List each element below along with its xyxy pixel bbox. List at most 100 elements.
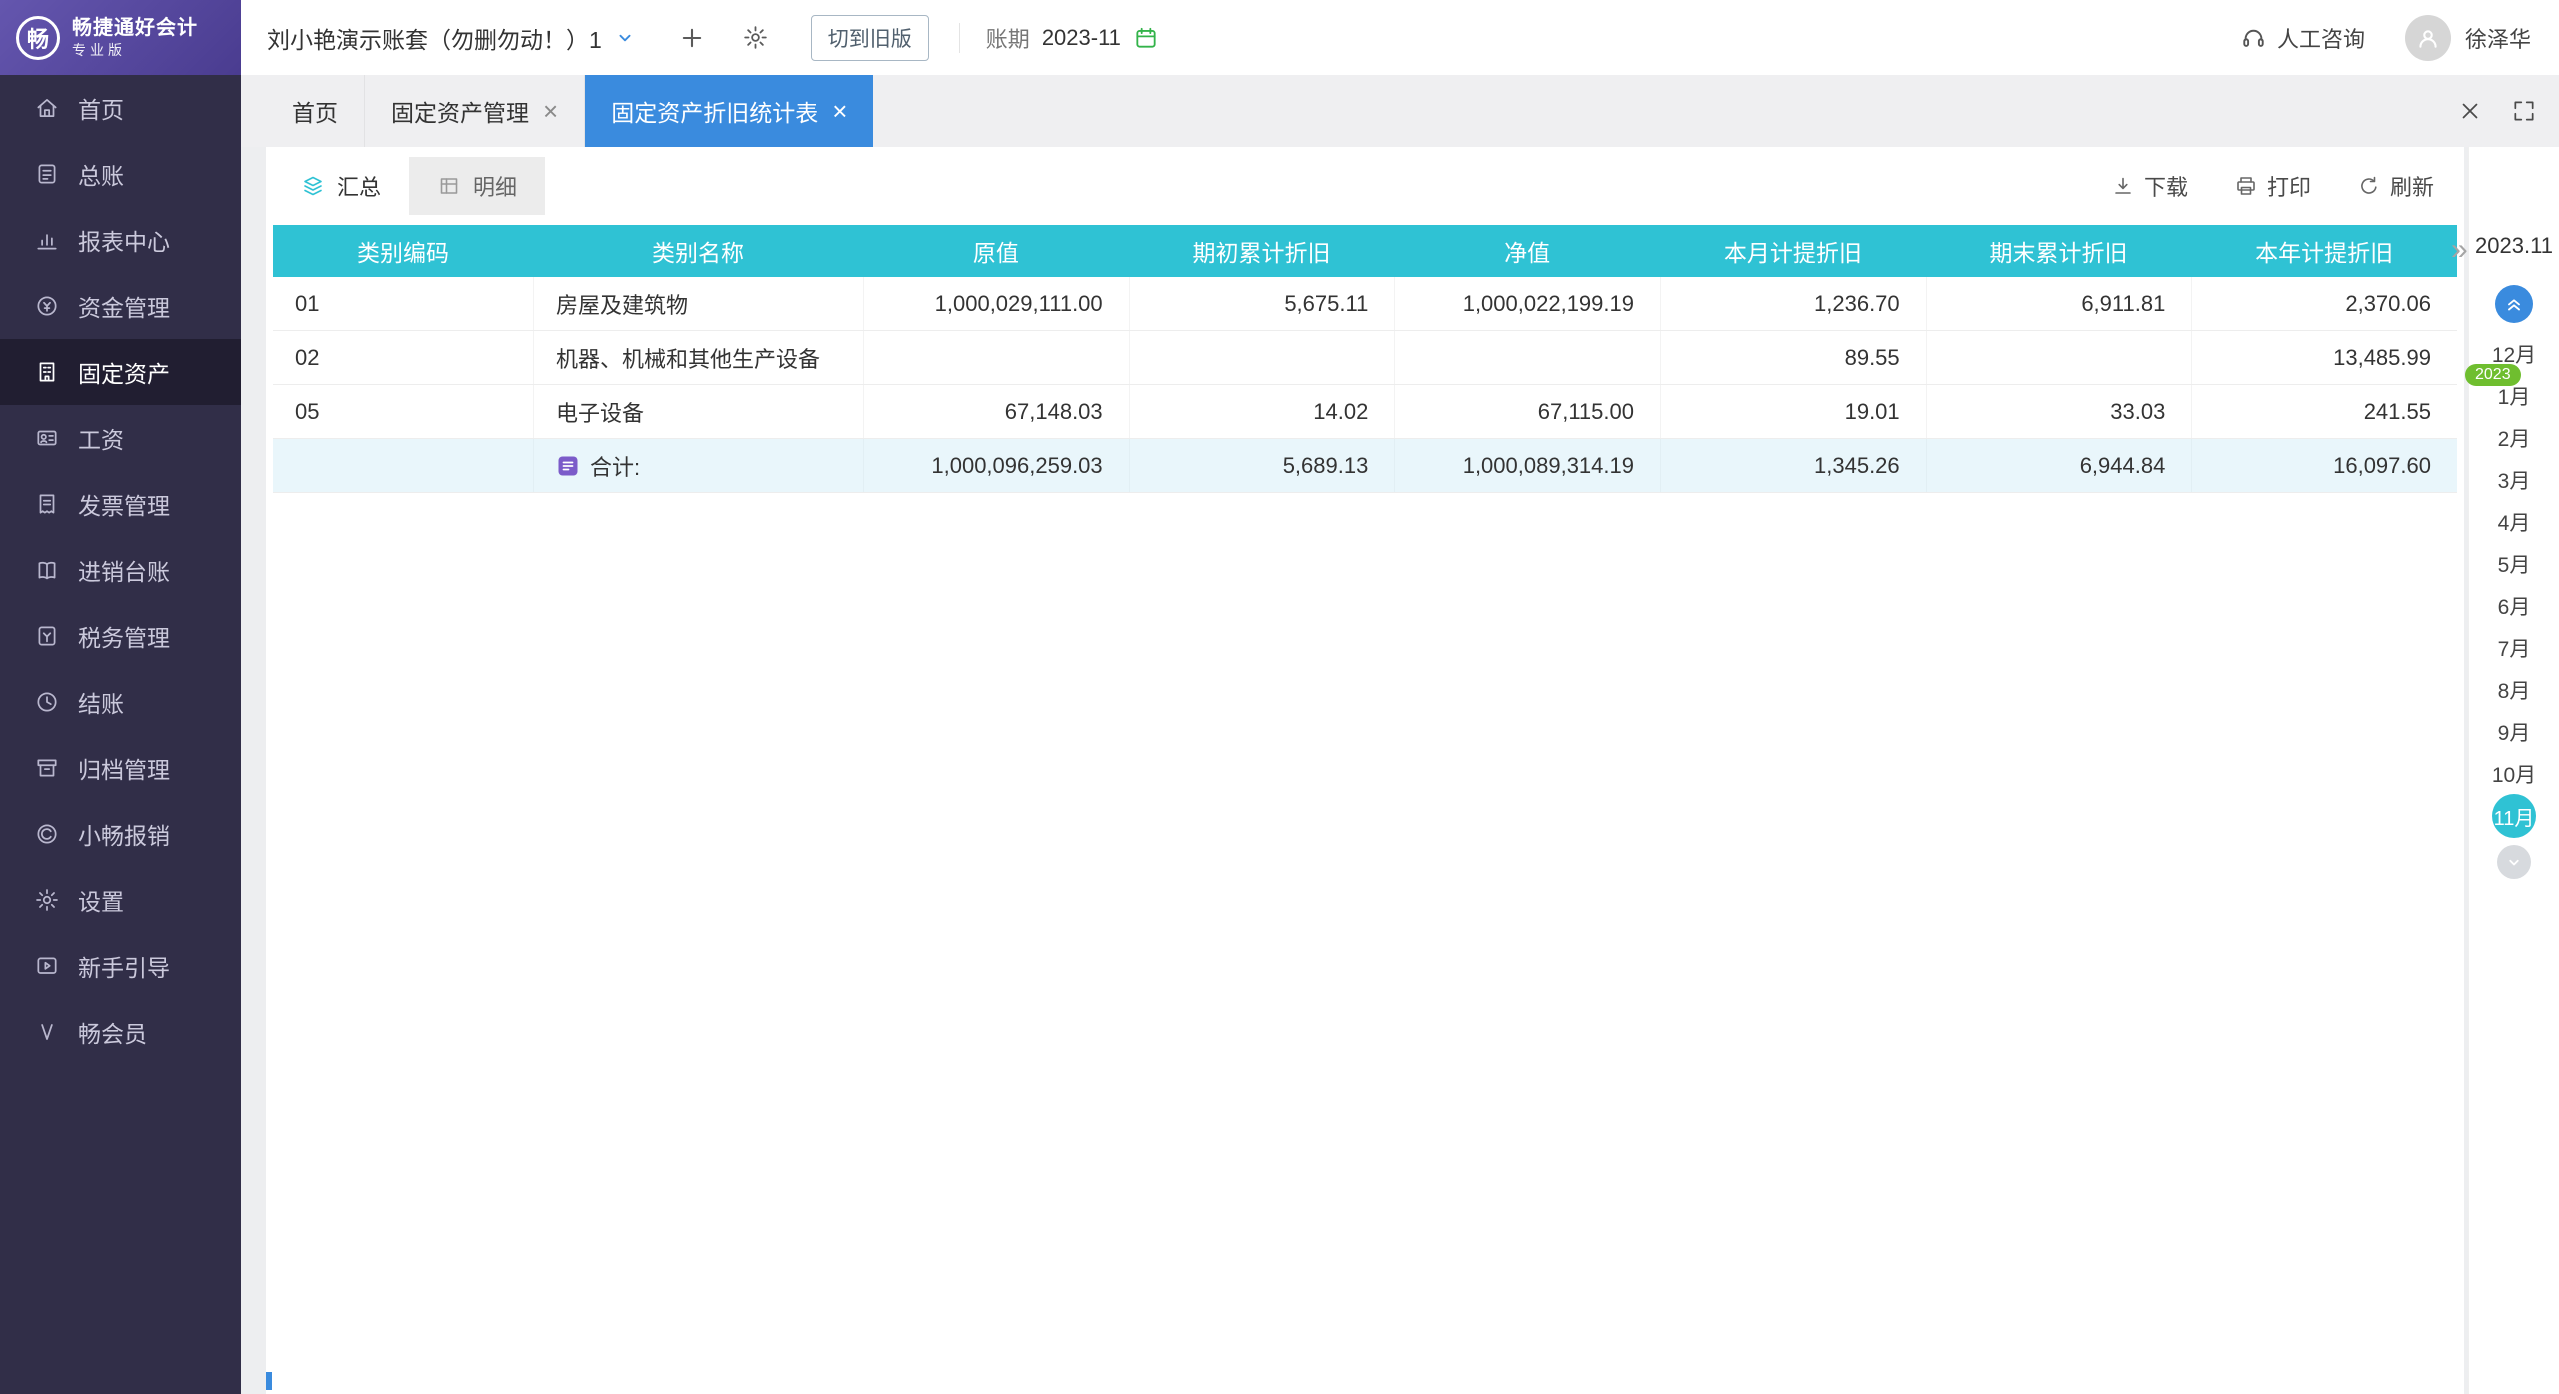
- month-item-10月[interactable]: 10月: [2491, 764, 2537, 787]
- table-cell: 6,944.84: [1925, 439, 2192, 492]
- action-label: 下载: [2143, 175, 2188, 200]
- month-item-2月[interactable]: 2月: [2497, 428, 2531, 451]
- fullscreen-icon[interactable]: [2511, 98, 2537, 124]
- sidebar-item-label: 报表中心: [78, 229, 170, 255]
- action-刷新[interactable]: 刷新: [2357, 170, 2434, 202]
- sidebar-item-固定资产[interactable]: 固定资产: [0, 339, 241, 405]
- chevron-down-icon: [614, 27, 636, 49]
- sidebar-item-label: 归档管理: [78, 757, 170, 783]
- depreciation-table: 类别编码 类别名称 原值 期初累计折旧 净值 本月计提折旧 期末累计折旧 本年计提折旧 01 房…: [273, 225, 2457, 493]
- view-tab-label: 明细: [473, 175, 518, 200]
- fixed-assets-icon: [34, 359, 60, 385]
- sidebar-item-总账[interactable]: 总账: [0, 141, 241, 207]
- table-cell: 89.55: [1659, 331, 1926, 384]
- scrollbar-thumb[interactable]: [266, 1372, 272, 1390]
- scroll-down-icon[interactable]: [2497, 845, 2531, 879]
- sidebar-item-畅会员[interactable]: 畅会员: [0, 999, 241, 1065]
- refresh-icon: [2357, 174, 2381, 198]
- table-cell: 1,000,022,199.19: [1394, 277, 1660, 330]
- month-item-12月[interactable]: 12月: [2491, 344, 2537, 367]
- table-row[interactable]: 01 房屋及建筑物 1,000,029,111.00 5,675.11 1,000,02…: [273, 277, 2457, 331]
- month-item-11月[interactable]: 11月: [2469, 794, 2559, 838]
- action-label: 打印: [2266, 175, 2311, 200]
- sidebar-item-发票管理[interactable]: 发票管理: [0, 471, 241, 537]
- purchase-sale-icon: [34, 557, 60, 583]
- table-row[interactable]: 05 电子设备 67,148.03 14.02 67,115.00 19.01 33.03 2…: [273, 385, 2457, 439]
- avatar[interactable]: [2404, 14, 2451, 61]
- headset-icon: [2240, 24, 2267, 51]
- column-header: 期初累计折旧: [1192, 240, 1331, 266]
- sidebar-item-设置[interactable]: 设置: [0, 867, 241, 933]
- column-header: 期末累计折旧: [1989, 240, 2128, 266]
- app-logo: 畅 畅捷通好会计 专业版: [0, 0, 241, 75]
- month-item-6月[interactable]: 6月: [2497, 596, 2531, 619]
- sidebar-item-小畅报销[interactable]: 小畅报销: [0, 801, 241, 867]
- sidebar-item-首页[interactable]: 首页: [0, 75, 241, 141]
- view-tab-汇总[interactable]: 汇总: [273, 157, 410, 215]
- table-total-row: 合计: 1,000,096,259.03 5,689.13 1,000,089,314…: [273, 439, 2457, 493]
- table-cell: 241.55: [2191, 385, 2457, 438]
- sidebar-item-label: 畅会员: [78, 1021, 147, 1047]
- report-toolbar: 汇总 明细 下载 打印 刷新: [273, 157, 2434, 215]
- table-cell: 16,097.60: [2191, 439, 2457, 492]
- month-item-9月[interactable]: 9月: [2497, 722, 2531, 745]
- tab-label: 固定资产管理: [391, 100, 529, 126]
- person-icon: [2414, 24, 2442, 52]
- sidebar-item-税务管理[interactable]: 税务管理: [0, 603, 241, 669]
- view-tab-label: 汇总: [337, 175, 382, 200]
- table-cell: 5,689.13: [1128, 439, 1395, 492]
- action-下载[interactable]: 下载: [2111, 170, 2188, 202]
- close-all-icon[interactable]: [2457, 98, 2483, 124]
- add-account-set-button[interactable]: [678, 24, 706, 52]
- month-item-8月[interactable]: 8月: [2497, 680, 2531, 703]
- sidebar-item-报表中心[interactable]: 报表中心: [0, 207, 241, 273]
- funds-icon: [34, 293, 60, 319]
- sidebar-item-工资[interactable]: 工资: [0, 405, 241, 471]
- report-icon: [34, 227, 60, 253]
- table-cell: 1,236.70: [1659, 277, 1926, 330]
- table-cell: 05: [295, 398, 320, 424]
- print-icon: [2234, 174, 2258, 198]
- account-set-dropdown[interactable]: 刘小艳演示账套（勿删勿动！）1: [267, 21, 636, 55]
- table-cell: [1925, 331, 2192, 384]
- table-cell: [1394, 331, 1660, 384]
- sidebar-item-新手引导[interactable]: 新手引导: [0, 933, 241, 999]
- table-row[interactable]: 02 机器、机械和其他生产设备 89.55 13,485.99: [273, 331, 2457, 385]
- table-cell: 2,370.06: [2191, 277, 2457, 330]
- action-打印[interactable]: 打印: [2234, 170, 2311, 202]
- summary-icon: [301, 174, 325, 198]
- period-label: 账期: [985, 26, 1030, 52]
- top-bar: 刘小艳演示账套（勿删勿动！）1 切到旧版 账期 2023-11 人工咨: [241, 0, 2559, 75]
- close-tab-icon[interactable]: ×: [832, 96, 848, 126]
- month-item-3月[interactable]: 3月: [2497, 470, 2531, 493]
- tab-固定资产折旧统计表[interactable]: 固定资产折旧统计表 ×: [585, 75, 874, 147]
- collapse-panel-icon[interactable]: »: [2451, 233, 2468, 266]
- tab-首页[interactable]: 首页: [266, 75, 365, 147]
- gear-icon[interactable]: [742, 24, 769, 51]
- download-icon: [2111, 174, 2135, 198]
- sidebar-item-结账[interactable]: 结账: [0, 669, 241, 735]
- view-tab-明细[interactable]: 明细: [409, 157, 545, 215]
- sidebar-item-归档管理[interactable]: 归档管理: [0, 735, 241, 801]
- month-item-5月[interactable]: 5月: [2497, 554, 2531, 577]
- column-header: 原值: [972, 240, 1019, 266]
- table-cell: 1,000,096,259.03: [863, 439, 1129, 492]
- month-item-4月[interactable]: 4月: [2497, 512, 2531, 535]
- support-label: 人工咨询: [2276, 26, 2365, 52]
- tab-固定资产管理[interactable]: 固定资产管理 ×: [365, 75, 586, 147]
- switch-old-version-button[interactable]: 切到旧版: [810, 14, 929, 61]
- logo-title: 畅捷通好会计: [72, 16, 198, 39]
- accounting-period-selector[interactable]: 账期 2023-11: [986, 22, 1159, 54]
- month-item-1月[interactable]: 1月: [2497, 386, 2531, 409]
- member-icon: [34, 1019, 60, 1045]
- sidebar-item-资金管理[interactable]: 资金管理: [0, 273, 241, 339]
- close-tab-icon[interactable]: ×: [543, 96, 559, 126]
- calculator-icon: [556, 454, 580, 478]
- sidebar-item-label: 税务管理: [78, 625, 170, 651]
- support-button[interactable]: 人工咨询: [2240, 22, 2365, 54]
- tab-bar: 首页 固定资产管理 × 固定资产折旧统计表 ×: [241, 75, 2559, 147]
- sidebar-item-进销台账[interactable]: 进销台账: [0, 537, 241, 603]
- scroll-up-icon[interactable]: [2495, 285, 2533, 323]
- column-header: 类别名称: [652, 240, 744, 266]
- month-item-7月[interactable]: 7月: [2497, 638, 2531, 661]
